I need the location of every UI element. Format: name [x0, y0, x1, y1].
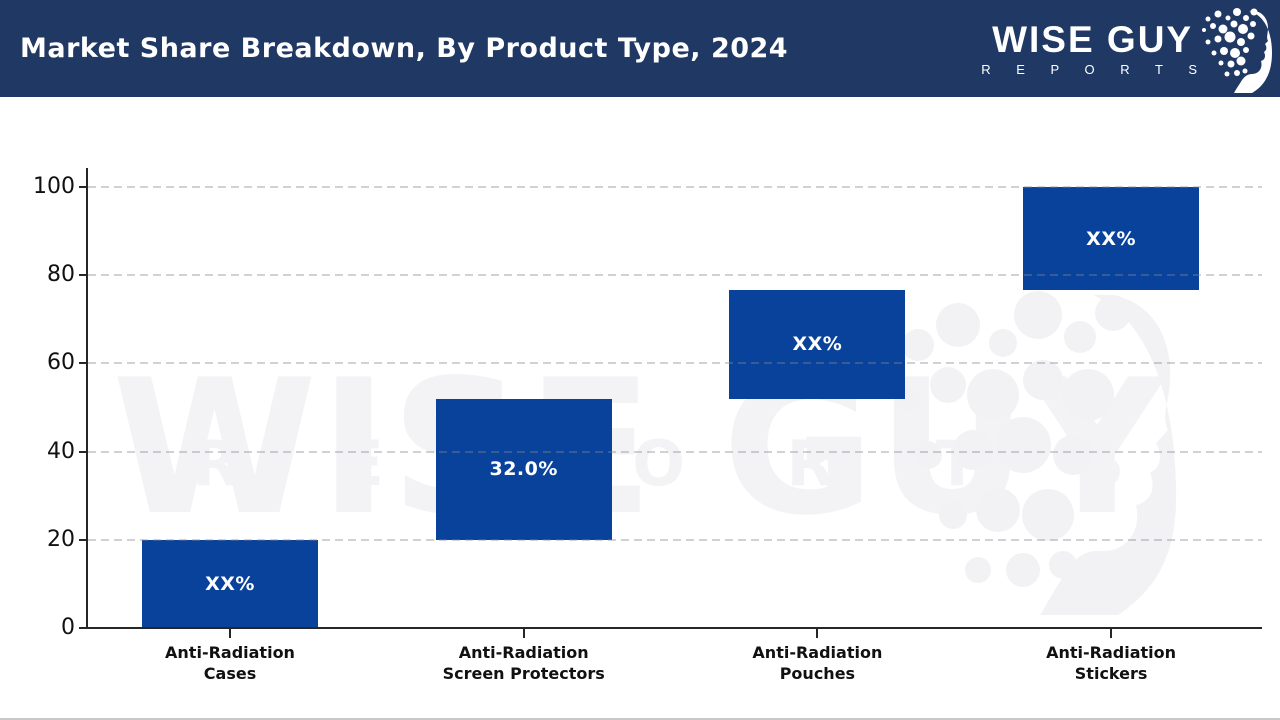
- y-axis-tick-label: 80: [47, 262, 75, 288]
- x-axis-category-label: Anti-Radiation Screen Protectors: [379, 642, 669, 684]
- chart-area: WISE GUY R E P O R T S XX% 32.0% XX% XX% 0 20…: [0, 97, 1280, 718]
- x-axis-category-label: Anti-Radiation Cases: [85, 642, 375, 684]
- wise-guy-reports-logo: WISE GUY R E P O R T S: [977, 5, 1280, 93]
- bar-value-label: 32.0%: [489, 458, 558, 481]
- category-label-line: Anti-Radiation: [165, 643, 295, 662]
- y-axis-tick-label: 0: [61, 615, 75, 640]
- gridline: [88, 186, 1262, 188]
- y-axis-tick-label: 40: [47, 438, 75, 464]
- logo-subtitle: R E P O R T S: [981, 61, 1208, 77]
- watermark-face-icon: [896, 291, 1177, 615]
- page-title: Market Share Breakdown, By Product Type,…: [20, 33, 789, 64]
- y-axis-tick-label: 60: [47, 350, 75, 376]
- gridline: [88, 450, 1262, 453]
- y-tick-mark: [79, 274, 88, 277]
- x-tick-mark: [229, 629, 231, 638]
- y-tick-mark: [79, 538, 88, 541]
- category-label-line: Screen Protectors: [442, 664, 605, 683]
- gridline: [88, 362, 1262, 365]
- bar-segment: XX%: [142, 539, 318, 628]
- logo-head-icon: [1202, 7, 1272, 93]
- gridline: [88, 538, 1262, 541]
- header-bar: Market Share Breakdown, By Product Type,…: [0, 0, 1280, 97]
- x-tick-mark: [522, 629, 525, 638]
- y-tick-mark: [79, 450, 88, 453]
- bar-value-label: XX%: [205, 572, 255, 595]
- category-label-line: Anti-Radiation: [752, 643, 883, 662]
- y-axis-tick-label: 100: [33, 174, 75, 199]
- bar-segment: 32.0%: [435, 398, 612, 540]
- category-label-line: Cases: [203, 664, 257, 683]
- x-tick-mark: [816, 629, 819, 638]
- bar-segment: XX%: [729, 290, 906, 399]
- logo-wordmark: WISE GUY: [992, 18, 1194, 60]
- category-label-line: Stickers: [1074, 664, 1148, 683]
- y-axis-line: [86, 168, 88, 628]
- y-tick-mark: [79, 362, 88, 365]
- bar-segment: XX%: [1023, 187, 1200, 291]
- x-axis-category-label: Anti-Radiation Pouches: [672, 642, 962, 684]
- category-label-line: Pouches: [779, 664, 856, 683]
- y-tick-mark: [79, 627, 88, 629]
- gridline: [88, 274, 1262, 277]
- x-tick-mark: [1110, 629, 1113, 638]
- y-axis-tick-label: 20: [47, 526, 75, 552]
- x-axis-line: [88, 627, 1262, 629]
- x-axis-category-label: Anti-Radiation Stickers: [966, 642, 1256, 684]
- y-tick-mark: [79, 186, 88, 188]
- category-label-line: Anti-Radiation: [458, 643, 589, 662]
- bar-value-label: XX%: [792, 333, 843, 356]
- category-label-line: Anti-Radiation: [1046, 643, 1177, 662]
- bar-value-label: XX%: [1086, 227, 1137, 250]
